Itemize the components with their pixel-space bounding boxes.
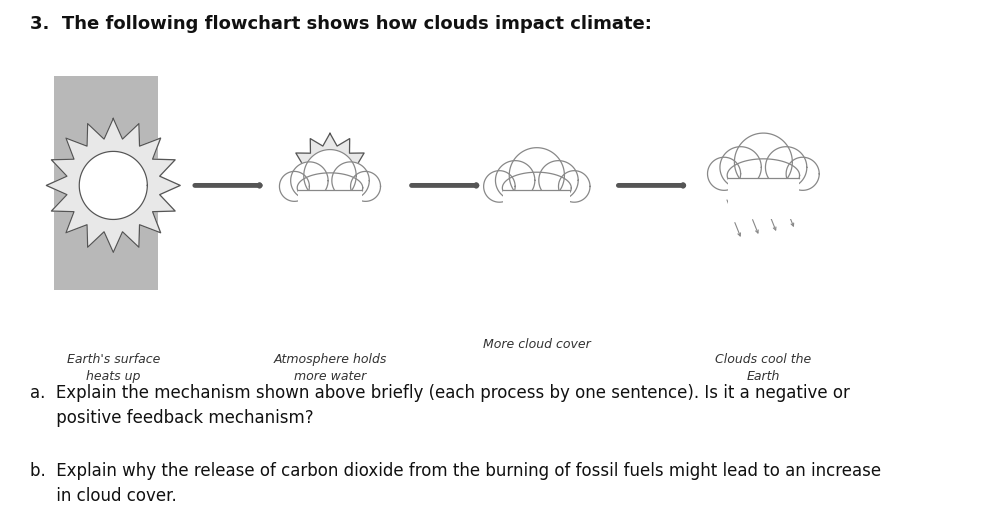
Polygon shape: [484, 171, 515, 202]
Text: a.  Explain the mechanism shown above briefly (each process by one sentence). Is: a. Explain the mechanism shown above bri…: [30, 384, 849, 427]
Polygon shape: [765, 147, 807, 188]
Polygon shape: [558, 171, 590, 202]
Polygon shape: [280, 171, 309, 201]
Polygon shape: [786, 157, 820, 190]
Polygon shape: [332, 162, 369, 199]
Polygon shape: [297, 173, 362, 203]
Text: Atmosphere holds
more water: Atmosphere holds more water: [273, 353, 387, 383]
Polygon shape: [539, 161, 578, 200]
Bar: [298, 190, 361, 228]
Polygon shape: [720, 147, 761, 188]
Bar: [503, 190, 570, 230]
Text: More cloud cover: More cloud cover: [483, 338, 591, 351]
Polygon shape: [735, 133, 792, 191]
Text: Clouds cool the
Earth: Clouds cool the Earth: [715, 353, 812, 383]
Bar: [54, 76, 158, 290]
Polygon shape: [502, 172, 571, 204]
Polygon shape: [46, 118, 180, 252]
Polygon shape: [79, 151, 148, 219]
Polygon shape: [707, 157, 741, 190]
Polygon shape: [310, 153, 350, 193]
Text: 3.  The following flowchart shows how clouds impact climate:: 3. The following flowchart shows how clo…: [30, 15, 651, 33]
Polygon shape: [351, 171, 380, 201]
Polygon shape: [303, 149, 357, 202]
Bar: [728, 178, 799, 219]
Polygon shape: [495, 161, 535, 200]
Polygon shape: [291, 162, 328, 199]
Text: Earth's surface
heats up: Earth's surface heats up: [67, 353, 160, 383]
Polygon shape: [291, 133, 369, 212]
Text: b.  Explain why the release of carbon dioxide from the burning of fossil fuels m: b. Explain why the release of carbon dio…: [30, 462, 881, 505]
Polygon shape: [727, 159, 800, 192]
Polygon shape: [509, 148, 564, 203]
